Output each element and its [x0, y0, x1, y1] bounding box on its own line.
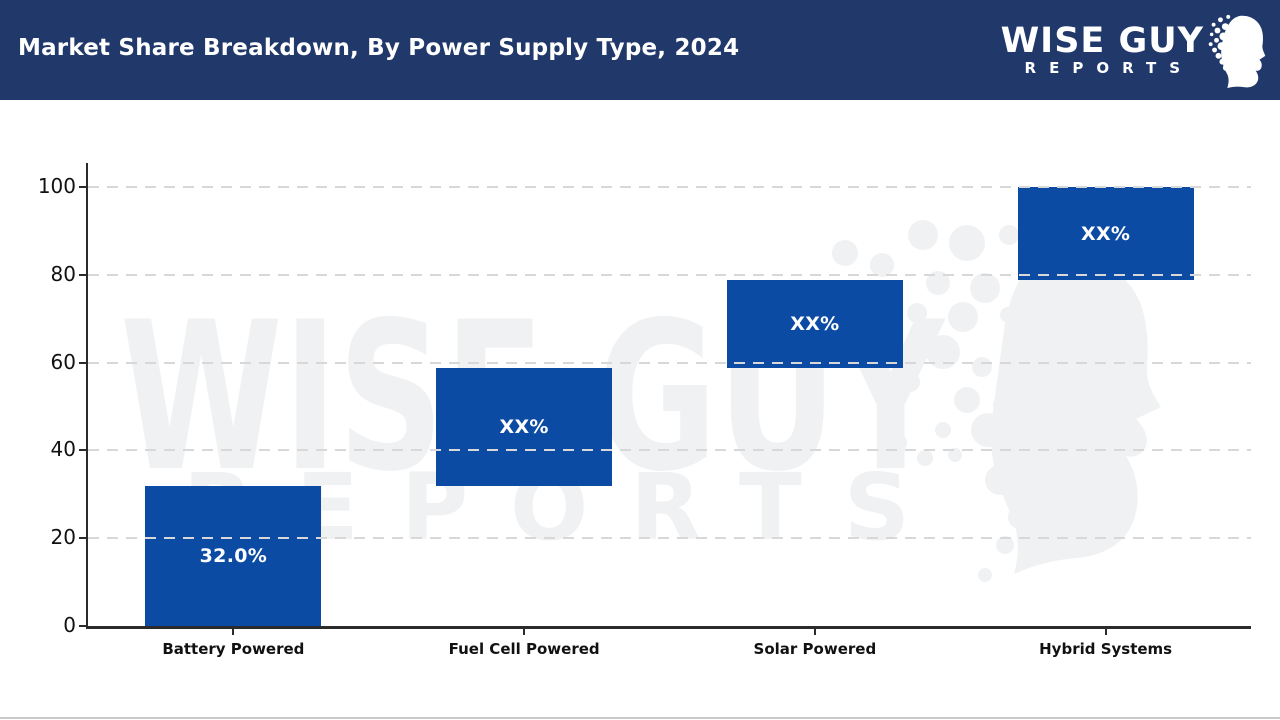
bar-hybrid-systems: XX%	[1017, 187, 1194, 281]
gridline-20	[88, 537, 1251, 540]
y-tick-60	[79, 361, 87, 364]
x-tick-fuel-cell-powered	[523, 628, 526, 635]
logo-wise-guy-text: WISE GUY	[1000, 21, 1204, 62]
x-axis-label-solar-powered: Solar Powered	[753, 640, 877, 658]
x-axis-label-fuel-cell-powered: Fuel Cell Powered	[448, 640, 600, 658]
y-axis-tick-label-60: 60	[50, 349, 76, 374]
x-axis-label-battery-powered: Battery Powered	[162, 640, 305, 658]
bar-fuel-cell-powered: XX%	[436, 367, 613, 486]
x-tick-solar-powered	[813, 628, 816, 635]
x-axis-line	[86, 626, 1251, 629]
y-tick-20	[79, 537, 87, 540]
page-title: Market Share Breakdown, By Power Supply …	[18, 35, 740, 61]
gridline-40	[88, 449, 1251, 452]
y-axis-tick-label-80: 80	[50, 261, 76, 286]
logo-reports-text: REPORTS	[1024, 59, 1194, 78]
y-axis-tick-label-40: 40	[50, 437, 76, 462]
y-axis-line	[86, 163, 88, 629]
y-tick-80	[79, 273, 87, 276]
y-axis-tick-label-0: 0	[63, 613, 76, 637]
y-tick-100	[79, 186, 87, 189]
bar-value-label-fuel-cell-powered: XX%	[499, 415, 549, 438]
x-tick-hybrid-systems	[1104, 628, 1107, 635]
x-tick-battery-powered	[232, 628, 235, 635]
header: Market Share Breakdown, By Power Supply …	[0, 0, 1280, 100]
bar-value-label-battery-powered: 32.0%	[199, 544, 268, 567]
gridline-100	[88, 186, 1251, 189]
logo-text: WISE GUY REPORTS	[1001, 23, 1204, 76]
gridline-80	[88, 273, 1251, 276]
bar-battery-powered: 32.0%	[145, 485, 322, 626]
logo-head-icon	[1208, 14, 1266, 89]
bar-value-label-hybrid-systems: XX%	[1081, 222, 1131, 245]
y-tick-0	[79, 625, 87, 627]
bar-solar-powered: XX%	[726, 280, 903, 368]
wise-guy-logo: WISE GUY REPORTS	[1001, 0, 1268, 100]
y-tick-40	[79, 449, 87, 452]
image-bottom-border	[0, 717, 1280, 719]
bar-value-label-solar-powered: XX%	[790, 313, 840, 336]
y-axis-tick-label-20: 20	[50, 525, 76, 550]
x-axis-label-hybrid-systems: Hybrid Systems	[1039, 640, 1173, 658]
y-axis-tick-label-100: 100	[37, 174, 76, 199]
gridline-60	[88, 361, 1251, 364]
